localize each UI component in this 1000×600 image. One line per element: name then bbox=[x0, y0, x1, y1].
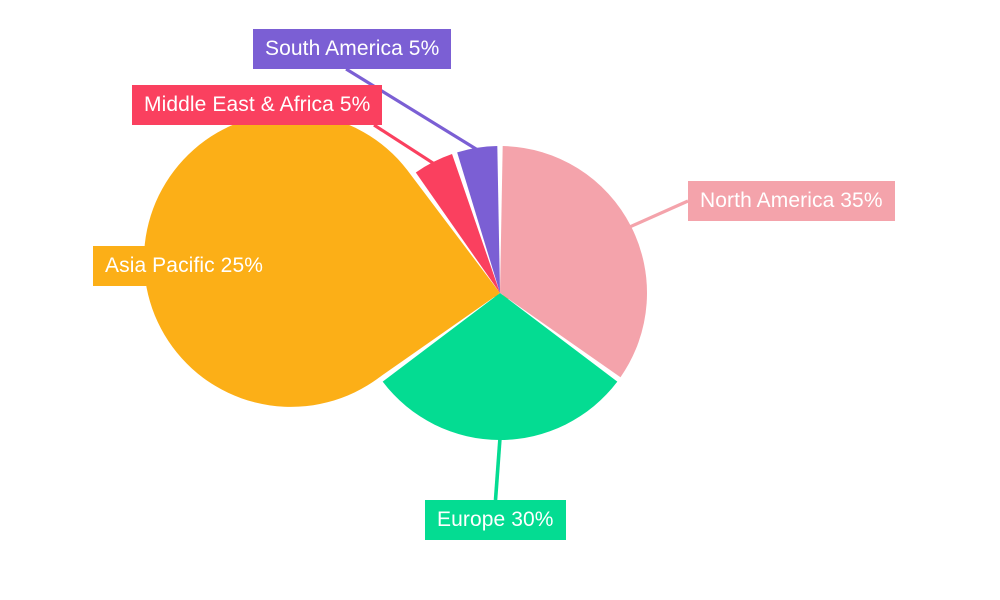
leader-line bbox=[345, 67, 479, 152]
pie-slice[interactable]: Europe 30% bbox=[382, 293, 618, 440]
pie-slice[interactable]: Middle East & Africa 5% bbox=[415, 154, 500, 293]
callout-label[interactable]: South America 5% bbox=[253, 29, 452, 69]
leader-line bbox=[493, 437, 502, 501]
leader-line bbox=[373, 123, 436, 166]
pie-slice-group: North America 35%Europe 30%Asia Pacific … bbox=[143, 112, 648, 440]
callout-label[interactable]: Europe 30% bbox=[425, 500, 566, 540]
callout-label[interactable]: North America 35% bbox=[688, 181, 895, 221]
pie-slice[interactable]: Asia Pacific 25% bbox=[143, 112, 501, 407]
pie-slice[interactable]: South America 5% bbox=[457, 146, 500, 293]
callout-label[interactable]: Asia Pacific 25% bbox=[93, 246, 276, 286]
leader-line bbox=[628, 199, 689, 229]
pie-slice[interactable]: North America 35% bbox=[500, 146, 648, 378]
callout-label[interactable]: Middle East & Africa 5% bbox=[132, 85, 383, 125]
